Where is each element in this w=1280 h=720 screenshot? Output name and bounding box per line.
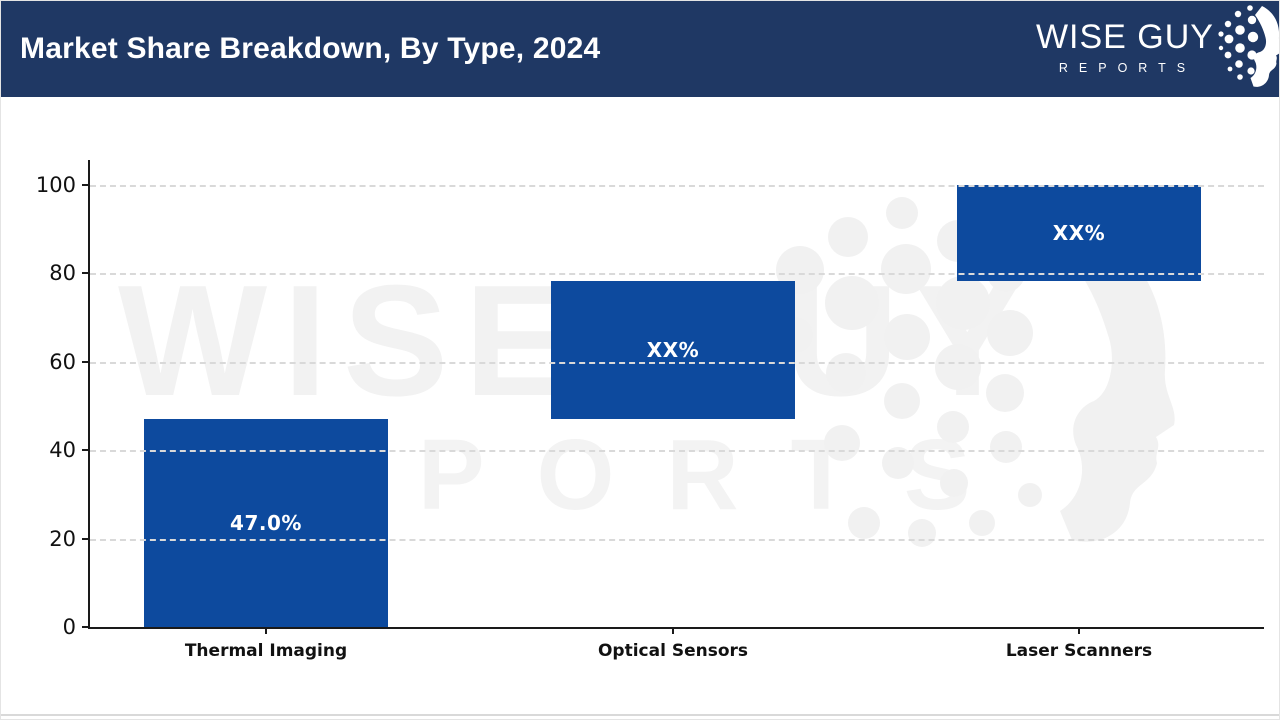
y-tick-mark-80: [82, 272, 90, 275]
logo-sub-text: REPORTS: [1058, 60, 1197, 75]
header-bar: Market Share Breakdown, By Type, 2024 WI…: [0, 0, 1280, 97]
gridline-20: [90, 538, 1264, 541]
logo-name-text: WISE GUY: [1035, 18, 1214, 56]
page-title: Market Share Breakdown, By Type, 2024: [20, 31, 601, 65]
x-tick-mark-thermal-imaging: [265, 627, 267, 634]
bar-value-label-optical-sensors: XX%: [646, 338, 700, 363]
bar-thermal-imaging: 47.0%: [144, 419, 388, 627]
bar-optical-sensors: XX%: [551, 281, 795, 420]
bar-laser-scanners: XX%: [957, 184, 1201, 282]
y-tick-label-40: 40: [49, 438, 76, 463]
gridline-40: [90, 450, 1264, 453]
wiseguy-logo: WISE GUY REPORTS: [1025, 0, 1280, 97]
gridline-100: [90, 184, 1264, 187]
y-tick-label-0: 0: [62, 615, 76, 639]
watermark-head-icon: [776, 197, 1175, 547]
logo-head-icon: [1218, 5, 1280, 87]
y-tick-mark-20: [82, 537, 90, 540]
y-tick-mark-40: [82, 449, 90, 452]
bar-value-label-laser-scanners: XX%: [1052, 220, 1106, 245]
chart-plot: 0 20 40 60 80 100 47.0% XX% XX% Thermal Imaging Op…: [36, 160, 1264, 661]
y-tick-label-100: 100: [35, 172, 76, 197]
x-tick-mark-optical-sensors: [672, 627, 674, 634]
x-tick-mark-laser-scanners: [1078, 627, 1080, 634]
bottom-divider: [0, 714, 1280, 716]
x-axis-label-optical-sensors: Optical Sensors: [597, 641, 749, 661]
x-axis-label-laser-scanners: Laser Scanners: [1005, 641, 1153, 661]
logo-text-block: WISE GUY REPORTS: [1035, 18, 1214, 75]
y-tick-mark-0: [82, 626, 90, 628]
y-tick-label-80: 80: [49, 261, 76, 286]
y-tick-label-60: 60: [49, 349, 76, 374]
bar-value-label-thermal-imaging: 47.0%: [230, 511, 302, 536]
x-axis-label-thermal-imaging: Thermal Imaging: [184, 641, 348, 661]
y-tick-label-20: 20: [49, 526, 76, 551]
y-tick-mark-60: [82, 360, 90, 363]
gridline-80: [90, 273, 1264, 276]
y-tick-mark-100: [82, 183, 90, 186]
gridline-60: [90, 361, 1264, 364]
